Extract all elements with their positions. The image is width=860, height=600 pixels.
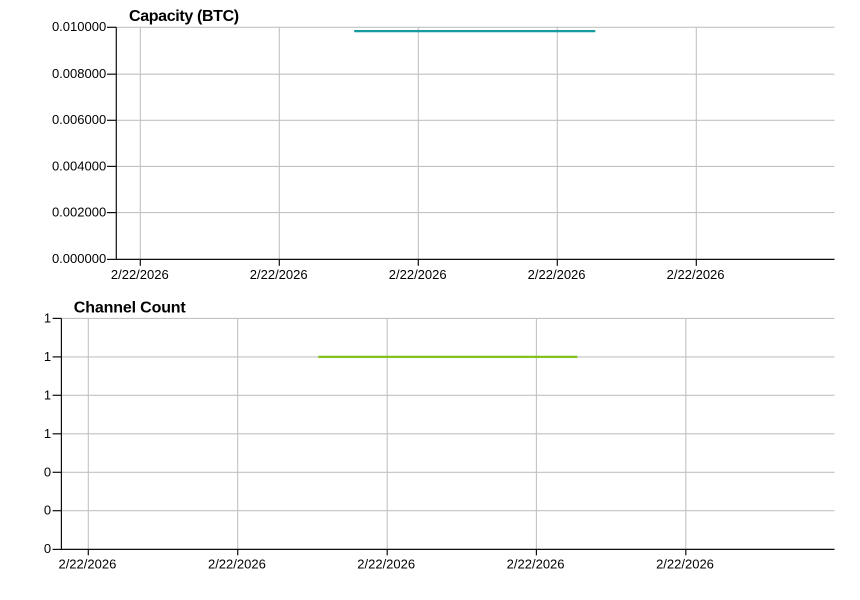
svg-text:0: 0 [44,464,51,479]
svg-text:2/22/2026: 2/22/2026 [357,557,415,572]
svg-text:0.004000: 0.004000 [52,158,106,173]
svg-text:1: 1 [44,349,51,364]
svg-text:0.010000: 0.010000 [52,19,106,34]
svg-text:Capacity (BTC): Capacity (BTC) [129,8,239,25]
svg-text:Channel Count: Channel Count [74,299,187,316]
svg-text:2/22/2026: 2/22/2026 [250,267,308,282]
svg-text:1: 1 [44,310,51,325]
svg-text:0.008000: 0.008000 [52,66,106,81]
svg-text:2/22/2026: 2/22/2026 [656,557,714,572]
svg-text:0: 0 [44,503,51,518]
svg-text:2/22/2026: 2/22/2026 [528,267,586,282]
svg-text:2/22/2026: 2/22/2026 [507,557,565,572]
svg-text:0.006000: 0.006000 [52,112,106,127]
svg-text:2/22/2026: 2/22/2026 [58,557,116,572]
svg-text:0.000000: 0.000000 [52,251,106,266]
svg-text:1: 1 [44,387,51,402]
svg-text:2/22/2026: 2/22/2026 [208,557,266,572]
svg-text:2/22/2026: 2/22/2026 [667,267,725,282]
svg-text:0: 0 [44,541,51,556]
svg-text:1: 1 [44,426,51,441]
svg-text:2/22/2026: 2/22/2026 [111,267,169,282]
svg-text:2/22/2026: 2/22/2026 [389,267,447,282]
svg-text:0.002000: 0.002000 [52,205,106,220]
